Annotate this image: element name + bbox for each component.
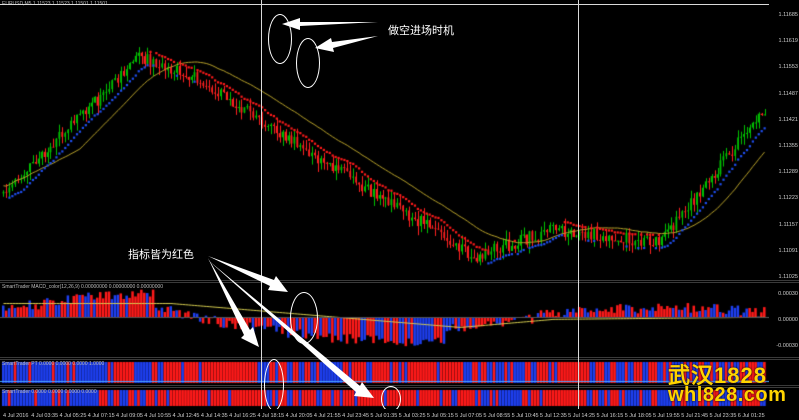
time-label: 5 Jul 05:15 xyxy=(426,413,454,419)
time-axis: 4 Jul 2016 4 Jul 03:35 4 Jul 05:25 4 Jul 07… xyxy=(0,409,799,420)
price-tick: 1.11157 xyxy=(778,221,798,228)
bottom-pane-label: SmartTrader 0.0000 0.0000 0.0000 0.0000 xyxy=(2,389,97,395)
time-label: 6 Jul 01:25 xyxy=(737,413,765,419)
time-label: 4 Jul 23:45 xyxy=(342,413,370,419)
highlight-ellipse-entry-1 xyxy=(268,14,292,64)
price-tick: 1.11487 xyxy=(778,90,798,97)
time-label: 4 Jul 05:25 xyxy=(59,413,87,419)
price-tick: 1.11223 xyxy=(778,195,798,202)
time-label: 4 Jul 09:05 xyxy=(116,413,143,419)
watermark-line-2: whl828.com xyxy=(668,384,787,406)
pt-pane[interactable]: SmartTrader PT 0.0000 0.0000 0.0000 1.00… xyxy=(0,359,799,386)
price-tick: 1.11355 xyxy=(778,143,798,149)
time-label: 5 Jul 10:45 xyxy=(511,413,539,419)
price-tick: 1.11289 xyxy=(778,169,798,176)
macd-axis: 0.00030 0.00000 -0.00030 xyxy=(769,283,799,357)
time-label: 4 Jul 2016 xyxy=(3,413,29,419)
macd-pane[interactable]: SmartTrader MACD_color(12,26,9) 0.000000… xyxy=(0,282,799,358)
price-tick: 1.11025 xyxy=(778,274,798,280)
highlight-ellipse-macd xyxy=(290,292,318,344)
horizontal-divider-top xyxy=(0,4,769,5)
time-label: 4 Jul 21:55 xyxy=(313,413,341,419)
time-label: 4 Jul 16:25 xyxy=(229,413,256,419)
time-label: 5 Jul 03:25 xyxy=(398,413,426,419)
time-label: 4 Jul 20:05 xyxy=(285,413,313,419)
price-tick: 1.11685 xyxy=(778,12,798,18)
price-pane[interactable]: EURUSD,M5 1.11523 1.11523 1.11501 1.1150… xyxy=(0,0,799,281)
macd-tick: 0.00000 xyxy=(778,317,798,323)
time-label: 5 Jul 08:55 xyxy=(483,413,511,419)
time-label: 5 Jul 19:55 xyxy=(652,413,680,419)
time-label: 5 Jul 23:35 xyxy=(709,413,737,419)
time-label: 4 Jul 07:15 xyxy=(87,413,115,419)
price-tick: 1.11619 xyxy=(778,38,798,45)
highlight-ellipse-pt xyxy=(264,359,284,411)
time-label: 5 Jul 18:05 xyxy=(624,413,652,419)
time-label: 5 Jul 01:35 xyxy=(370,413,398,419)
macd-tick: -0.00030 xyxy=(776,343,798,349)
time-label: 4 Jul 10:55 xyxy=(144,413,172,419)
short-entry-annotation: 做空进场时机 xyxy=(388,25,454,37)
watermark-line-1: 武汉1828 xyxy=(668,363,767,388)
pt-pane-label: SmartTrader PT 0.0000 0.0000 0.0000 1.00… xyxy=(2,361,105,367)
highlight-ellipse-entry-2 xyxy=(296,38,320,88)
vertical-divider-right xyxy=(578,0,579,409)
time-label: 4 Jul 14:35 xyxy=(200,413,228,419)
time-label: 5 Jul 12:35 xyxy=(539,413,567,419)
time-label: 5 Jul 07:05 xyxy=(455,413,483,419)
time-label: 4 Jul 03:35 xyxy=(31,413,59,419)
time-label: 4 Jul 18:15 xyxy=(257,413,285,419)
indicator-all-red-annotation: 指标皆为红色 xyxy=(128,249,194,261)
macd-pane-label: SmartTrader MACD_color(12,26,9) 0.000000… xyxy=(2,284,164,290)
time-label: 4 Jul 12:45 xyxy=(172,413,200,419)
time-label: 5 Jul 16:15 xyxy=(596,413,624,419)
price-tick: 1.11553 xyxy=(778,64,798,71)
price-tick: 1.11091 xyxy=(778,247,798,254)
macd-tick: 0.00030 xyxy=(778,291,798,297)
time-label: 5 Jul 14:25 xyxy=(568,413,596,419)
price-tick: 1.11421 xyxy=(778,116,798,123)
vertical-divider-left xyxy=(261,0,262,409)
time-label: 5 Jul 21:45 xyxy=(681,413,709,419)
price-axis: 1.11685 1.11619 1.11553 1.11487 1.11421 1.113… xyxy=(769,0,799,280)
